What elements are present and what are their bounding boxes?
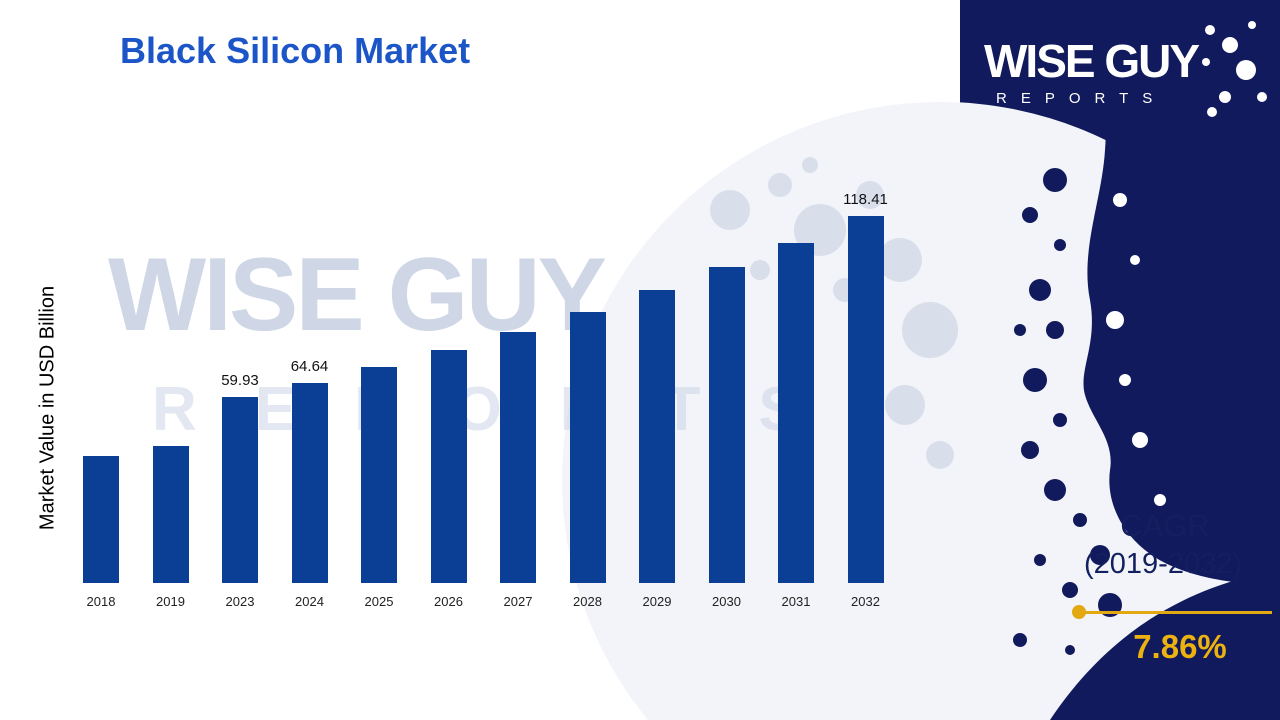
brand-subtext: REPORTS	[996, 90, 1167, 107]
cagr-label: CAGR	[1120, 508, 1210, 543]
bar-rect	[83, 456, 119, 583]
x-tick-label: 2025	[364, 594, 394, 609]
x-tick-label: 2027	[503, 594, 533, 609]
x-tick-label: 2018	[86, 594, 116, 609]
cagr-value: 7.86%	[1133, 628, 1227, 665]
bar-rect	[361, 367, 397, 583]
watermark-subtext: REPORTS	[152, 374, 858, 445]
bar-value-label: 64.64	[290, 358, 329, 375]
x-tick-label: 2031	[781, 594, 811, 609]
gold-divider-line	[1078, 611, 1272, 614]
cagr-range: (2019-2032)	[1084, 548, 1242, 580]
brand-wordmark: WISE GUY	[984, 35, 1200, 87]
bar-rect	[152, 446, 189, 583]
bar-rect	[708, 267, 745, 583]
x-tick-label: 2019	[156, 594, 185, 609]
logo-dots	[1106, 21, 1267, 506]
bar-rect	[569, 312, 606, 583]
bar-rect	[847, 216, 884, 583]
x-tick-label: 2029	[642, 594, 672, 609]
page-title: Black Silicon Market	[120, 30, 471, 71]
bar-rect	[778, 243, 814, 583]
x-tick-label: 2023	[225, 594, 255, 609]
x-tick-label: 2030	[712, 594, 741, 609]
bar-value-label: 118.41	[843, 191, 888, 208]
bar-rect	[500, 332, 536, 583]
dot-texture	[1013, 168, 1122, 655]
x-tick-label: 2026	[434, 594, 463, 609]
x-tick-label: 2024	[295, 594, 324, 609]
bar-rect	[430, 350, 467, 583]
y-axis-label: Market Value in USD Billion	[36, 285, 59, 531]
bar-value-label: 59.93	[221, 372, 259, 389]
bar-rect	[291, 383, 328, 583]
x-tick-label: 2032	[851, 594, 880, 609]
brand-panel	[960, 0, 1280, 720]
bar-chart: 2018 2019 59.93 2023 64.64 2024 2025 2026 2027 20…	[65, 183, 935, 609]
bar-rect	[222, 397, 258, 583]
bar-rect	[639, 290, 675, 583]
x-tick-label: 2028	[573, 594, 602, 609]
